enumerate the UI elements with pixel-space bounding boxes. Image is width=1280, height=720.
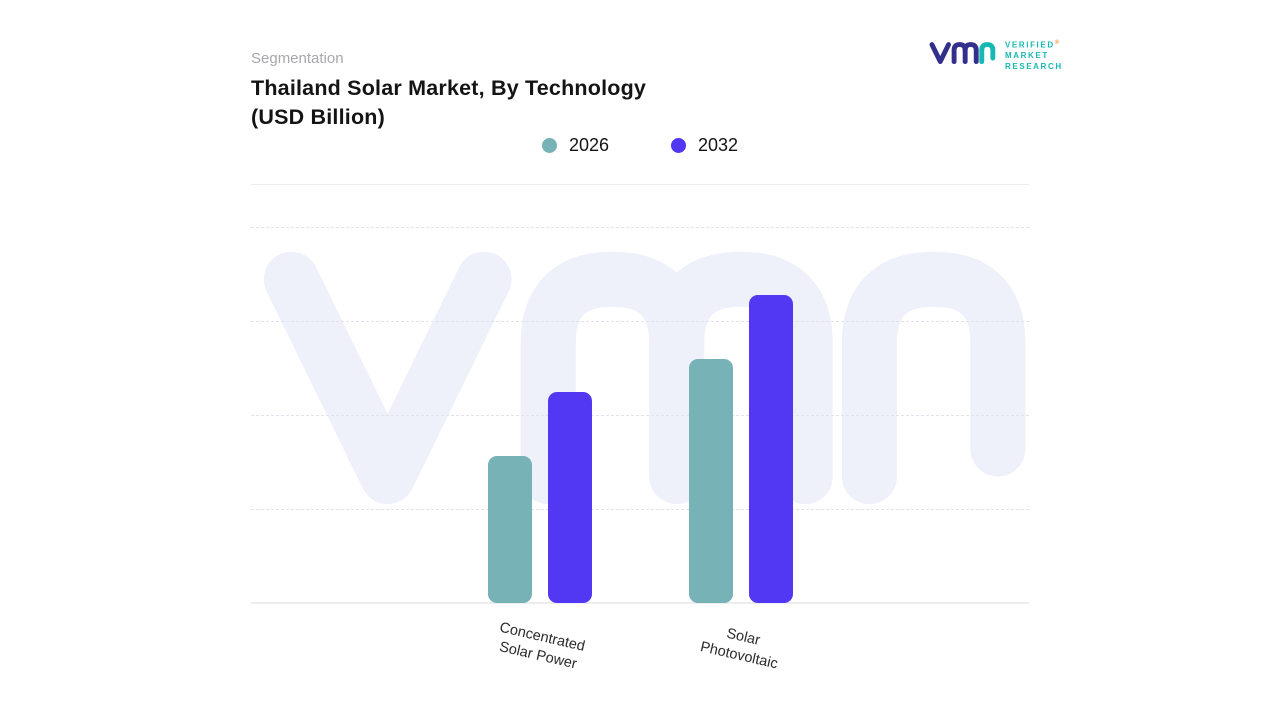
legend-dot-icon: [671, 138, 686, 153]
x-axis-baseline: [251, 602, 1029, 604]
legend-item-2032: 2032: [671, 135, 738, 156]
vmr-logo-text: VERIFIED® MARKET RESEARCH: [1005, 38, 1063, 72]
chart-legend: 2026 2032: [251, 135, 1029, 156]
plot-area: [251, 227, 1029, 604]
gridline: [251, 415, 1029, 416]
segmentation-label: Segmentation: [251, 50, 344, 67]
bar-2026-category-0: [488, 456, 532, 603]
bar-2026-category-1: [689, 359, 733, 603]
chart-title-line2: (USD Billion): [251, 105, 385, 129]
legend-dot-icon: [541, 138, 557, 153]
vmr-watermark-icon: [245, 215, 1035, 532]
chart-title: Thailand Solar Market, By Technology (US…: [251, 74, 646, 132]
gridline: [251, 227, 1029, 228]
legend-label: 2026: [568, 135, 609, 155]
logo-line-verified: VERIFIED: [1005, 40, 1055, 50]
bar-2032-category-1: [749, 295, 793, 603]
vmr-logo: VERIFIED® MARKET RESEARCH: [928, 38, 1063, 72]
logo-line-market: MARKET: [1005, 51, 1049, 61]
gridline: [251, 321, 1029, 322]
legend-item-2026: 2026: [541, 135, 609, 156]
registered-mark: ®: [1054, 40, 1060, 46]
x-axis-label-0: Concentrated Solar Power: [497, 619, 587, 673]
chart-title-line1: Thailand Solar Market, By Technology: [251, 76, 647, 100]
logo-line-research: RESEARCH: [1005, 61, 1063, 71]
x-axis-label-1: Solar Photovoltaic: [698, 625, 780, 673]
gridline: [251, 509, 1029, 510]
vmr-logo-mark-icon: [928, 39, 996, 71]
bar-2032-category-0: [548, 392, 592, 603]
legend-label: 2032: [698, 135, 739, 155]
header-separator-line: [251, 184, 1029, 185]
